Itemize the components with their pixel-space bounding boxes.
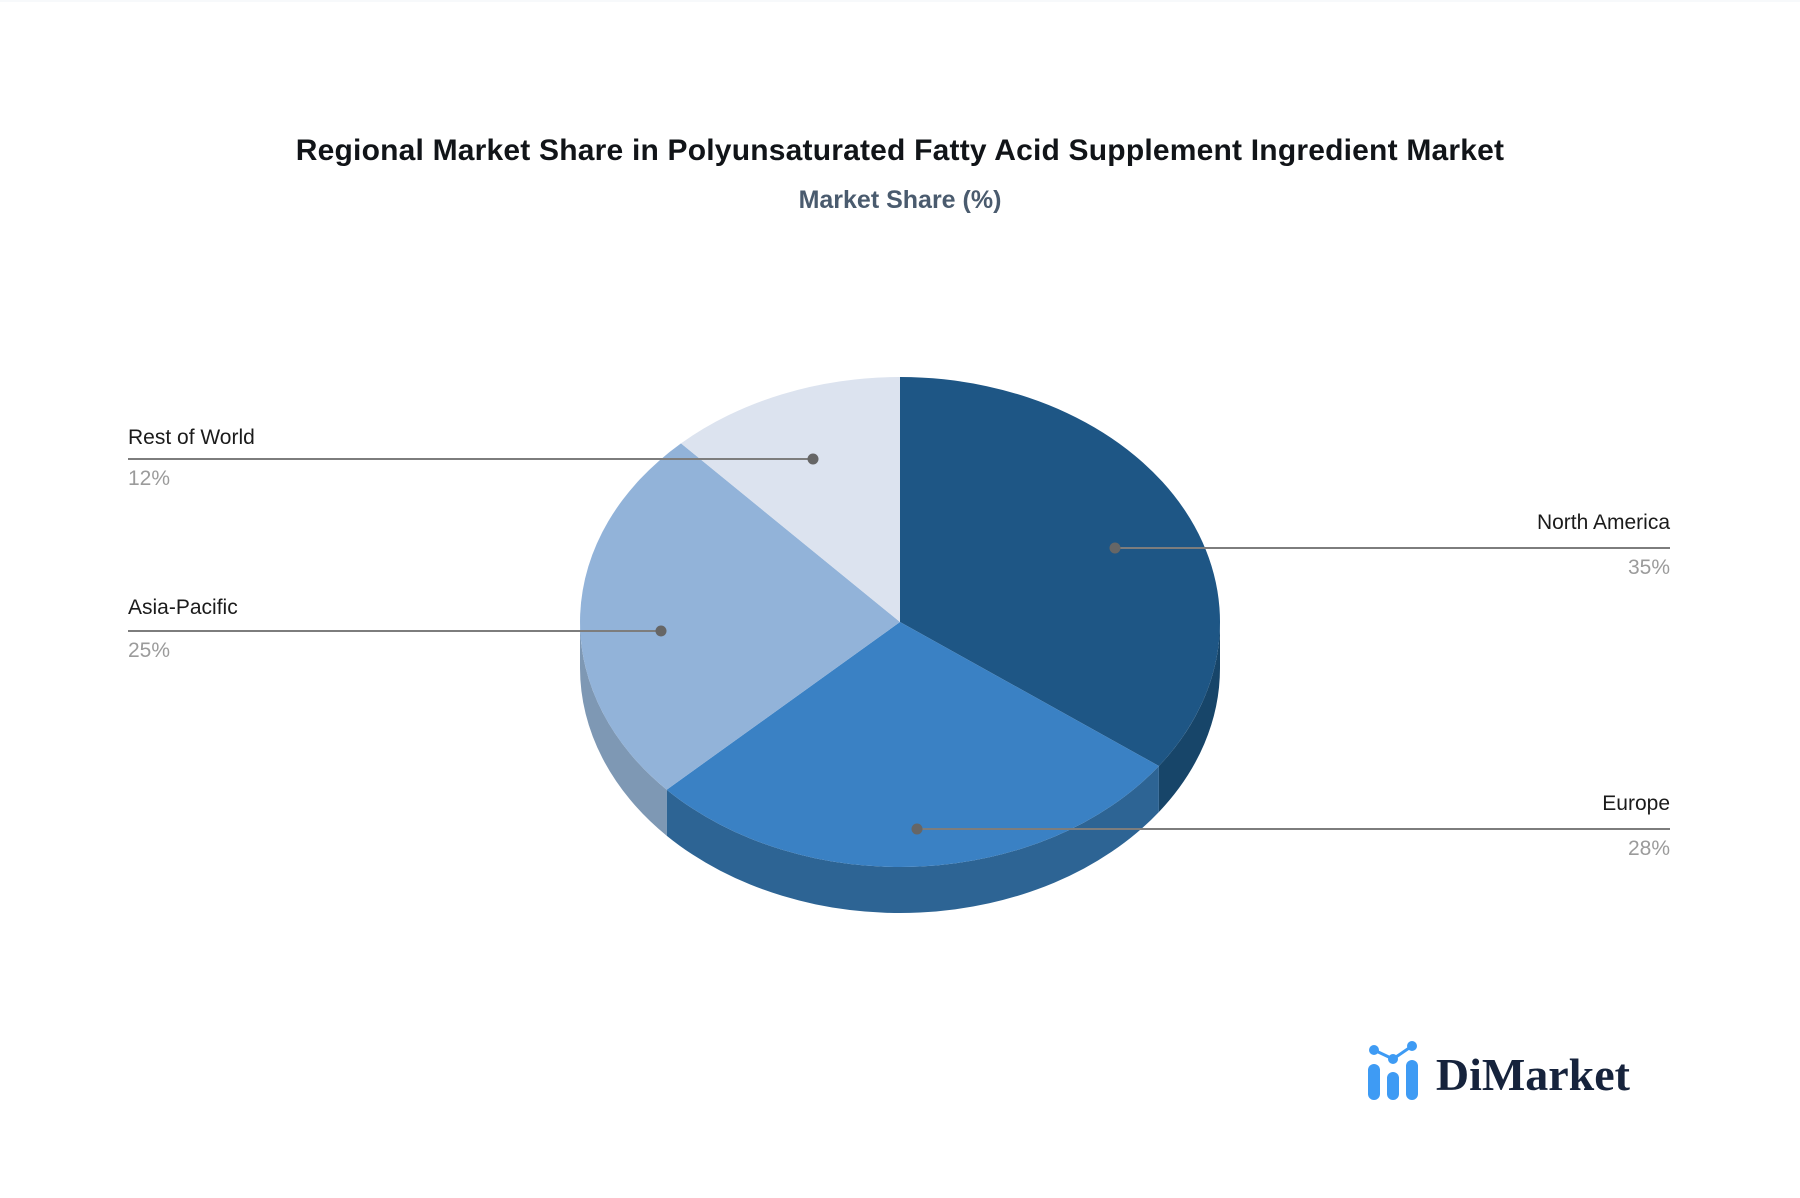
leader-dot-asia-pacific bbox=[655, 625, 667, 637]
pie-slice-asia-pacific[interactable] bbox=[580, 443, 900, 790]
slice-percent-europe: 28% bbox=[1627, 837, 1670, 860]
leader-lines bbox=[128, 458, 1670, 830]
pie-slice-europe[interactable] bbox=[666, 622, 1159, 868]
chart-subtitle: Market Share (%) bbox=[798, 186, 1002, 214]
bar-line-chart-icon bbox=[1367, 1041, 1418, 1100]
slice-label-north-america: North America bbox=[1536, 511, 1670, 534]
brand-logo: DiMarket bbox=[1366, 1040, 1630, 1100]
leader-dot-rest-of-world bbox=[807, 453, 819, 465]
pie-slice-north-america[interactable] bbox=[900, 376, 1221, 766]
slice-percent-north-america: 35% bbox=[1627, 556, 1670, 579]
brand-logo-text: DiMarket bbox=[1435, 1049, 1630, 1100]
slice-label-rest-of-world: Rest of World bbox=[128, 426, 255, 449]
pie-slice-rest-of-world[interactable] bbox=[681, 377, 900, 622]
pie-depth-asia-pacific bbox=[579, 622, 667, 836]
slice-percent-rest-of-world: 12% bbox=[128, 467, 171, 490]
chart-title: Regional Market Share in Polyunsaturated… bbox=[295, 134, 1505, 167]
leader-dots bbox=[655, 453, 1121, 835]
slice-label-europe: Europe bbox=[1602, 792, 1670, 815]
pie-depth-north-america bbox=[1158, 622, 1220, 812]
leader-dot-north-america bbox=[1109, 542, 1121, 554]
slice-percent-asia-pacific: 25% bbox=[128, 639, 171, 662]
pie-depth-europe bbox=[666, 766, 1159, 914]
leader-dot-europe bbox=[911, 823, 923, 835]
slice-label-asia-pacific: Asia-Pacific bbox=[128, 596, 238, 619]
